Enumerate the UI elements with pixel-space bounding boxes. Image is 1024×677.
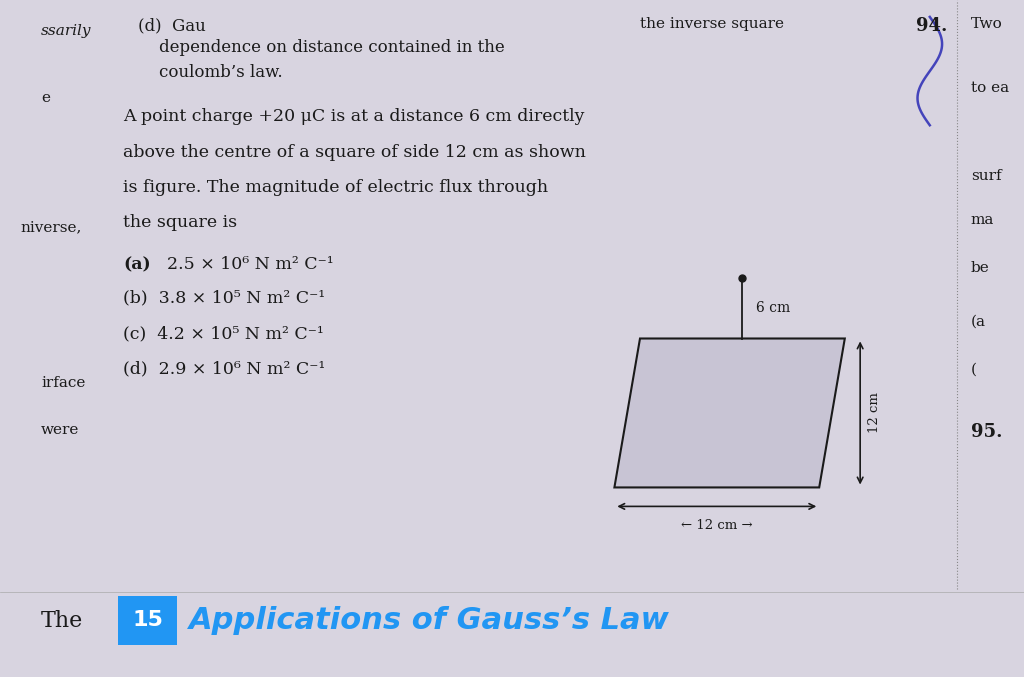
- Text: 15: 15: [132, 610, 163, 630]
- Text: (: (: [971, 362, 977, 376]
- Text: were: were: [41, 423, 79, 437]
- Text: e: e: [41, 91, 50, 106]
- Text: ma: ma: [971, 213, 994, 227]
- Text: Applications of Gauss’s Law: Applications of Gauss’s Law: [189, 607, 670, 635]
- Text: irface: irface: [41, 376, 85, 390]
- Text: be: be: [971, 261, 989, 275]
- Bar: [0, 592, 1024, 677]
- Text: is figure. The magnitude of electric flux through: is figure. The magnitude of electric flu…: [123, 179, 548, 196]
- Text: niverse,: niverse,: [20, 220, 82, 234]
- Text: (c)  4.2 × 10⁵ N m² C⁻¹: (c) 4.2 × 10⁵ N m² C⁻¹: [123, 325, 324, 342]
- Bar: [118, 596, 177, 645]
- Text: (d)  Gau: (d) Gau: [138, 17, 206, 34]
- Text: dependence on distance contained in the: dependence on distance contained in the: [159, 39, 505, 56]
- Text: the square is: the square is: [123, 214, 237, 231]
- Text: (a): (a): [123, 256, 151, 273]
- Text: ← 12 cm →: ← 12 cm →: [681, 519, 753, 531]
- Text: Two: Two: [971, 17, 1002, 31]
- Text: (d)  2.9 × 10⁶ N m² C⁻¹: (d) 2.9 × 10⁶ N m² C⁻¹: [123, 361, 326, 378]
- Text: The: The: [41, 610, 83, 632]
- Text: A point charge +20 μC is at a distance 6 cm directly: A point charge +20 μC is at a distance 6…: [123, 108, 585, 125]
- Text: 12 cm: 12 cm: [868, 393, 882, 433]
- Text: surf: surf: [971, 169, 1001, 183]
- Text: (a: (a: [971, 315, 986, 329]
- Text: the inverse square: the inverse square: [640, 17, 784, 31]
- Text: 6 cm: 6 cm: [756, 301, 790, 315]
- Text: to ea: to ea: [971, 81, 1009, 95]
- Text: (b)  3.8 × 10⁵ N m² C⁻¹: (b) 3.8 × 10⁵ N m² C⁻¹: [123, 290, 326, 307]
- Text: above the centre of a square of side 12 cm as shown: above the centre of a square of side 12 …: [123, 144, 586, 160]
- Text: coulomb’s law.: coulomb’s law.: [159, 64, 283, 81]
- Polygon shape: [614, 338, 845, 487]
- Text: ssarily: ssarily: [41, 24, 91, 38]
- Text: 2.5 × 10⁶ N m² C⁻¹: 2.5 × 10⁶ N m² C⁻¹: [167, 256, 334, 273]
- Text: 95.: 95.: [971, 423, 1002, 441]
- Text: 94.: 94.: [916, 17, 948, 35]
